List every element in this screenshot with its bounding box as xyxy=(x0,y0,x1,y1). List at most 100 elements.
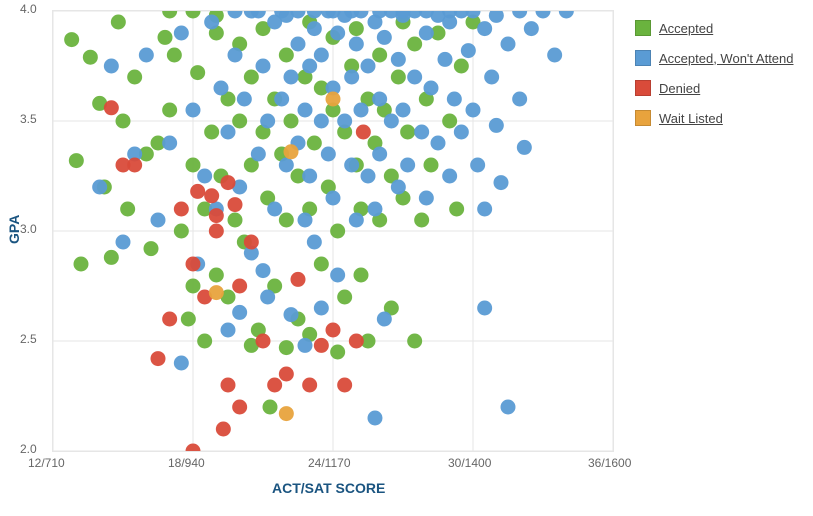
data-point[interactable] xyxy=(209,285,224,300)
data-point[interactable] xyxy=(274,92,289,107)
data-point[interactable] xyxy=(186,257,201,272)
data-point[interactable] xyxy=(447,92,462,107)
data-point[interactable] xyxy=(349,37,364,52)
data-point[interactable] xyxy=(449,202,464,217)
data-point[interactable] xyxy=(494,175,509,190)
data-point[interactable] xyxy=(251,147,266,162)
data-point[interactable] xyxy=(307,136,322,151)
data-point[interactable] xyxy=(256,59,271,74)
data-point[interactable] xyxy=(391,70,406,85)
data-point[interactable] xyxy=(167,48,182,63)
data-point[interactable] xyxy=(104,250,119,265)
data-point[interactable] xyxy=(354,268,369,283)
data-point[interactable] xyxy=(330,224,345,239)
data-point[interactable] xyxy=(127,70,142,85)
data-point[interactable] xyxy=(232,400,247,415)
data-point[interactable] xyxy=(190,184,205,199)
data-point[interactable] xyxy=(321,147,336,162)
data-point[interactable] xyxy=(349,213,364,228)
legend-item-accepted_na[interactable]: Accepted, Won't Attend xyxy=(635,50,794,66)
data-point[interactable] xyxy=(454,59,469,74)
data-point[interactable] xyxy=(372,48,387,63)
data-point[interactable] xyxy=(484,70,499,85)
data-point[interactable] xyxy=(120,202,135,217)
data-point[interactable] xyxy=(69,153,84,168)
data-point[interactable] xyxy=(407,37,422,52)
data-point[interactable] xyxy=(419,26,434,41)
data-point[interactable] xyxy=(279,406,294,421)
data-point[interactable] xyxy=(377,312,392,327)
legend-item-denied[interactable]: Denied xyxy=(635,80,794,96)
data-point[interactable] xyxy=(424,81,439,96)
data-point[interactable] xyxy=(461,43,476,58)
data-point[interactable] xyxy=(407,334,422,349)
data-point[interactable] xyxy=(174,26,189,41)
data-point[interactable] xyxy=(221,378,236,393)
data-point[interactable] xyxy=(419,191,434,206)
data-point[interactable] xyxy=(344,158,359,173)
data-point[interactable] xyxy=(314,338,329,353)
data-point[interactable] xyxy=(337,114,352,129)
data-point[interactable] xyxy=(559,10,574,19)
data-point[interactable] xyxy=(354,103,369,118)
data-point[interactable] xyxy=(204,125,219,140)
data-point[interactable] xyxy=(174,202,189,217)
data-point[interactable] xyxy=(489,10,504,23)
data-point[interactable] xyxy=(298,213,313,228)
data-point[interactable] xyxy=(302,59,317,74)
data-point[interactable] xyxy=(337,378,352,393)
data-point[interactable] xyxy=(214,81,229,96)
data-point[interactable] xyxy=(116,235,131,250)
data-point[interactable] xyxy=(186,279,201,294)
data-point[interactable] xyxy=(512,92,527,107)
data-point[interactable] xyxy=(92,180,107,195)
data-point[interactable] xyxy=(424,158,439,173)
data-point[interactable] xyxy=(356,125,371,140)
data-point[interactable] xyxy=(256,334,271,349)
data-point[interactable] xyxy=(536,10,551,19)
data-point[interactable] xyxy=(330,26,345,41)
data-point[interactable] xyxy=(407,70,422,85)
data-point[interactable] xyxy=(162,312,177,327)
data-point[interactable] xyxy=(314,48,329,63)
legend-item-waitlisted[interactable]: Wait Listed xyxy=(635,110,794,126)
data-point[interactable] xyxy=(326,323,341,338)
data-point[interactable] xyxy=(414,213,429,228)
data-point[interactable] xyxy=(279,48,294,63)
data-point[interactable] xyxy=(501,37,516,52)
data-point[interactable] xyxy=(330,345,345,360)
data-point[interactable] xyxy=(190,65,205,80)
data-point[interactable] xyxy=(162,10,177,19)
data-point[interactable] xyxy=(400,158,415,173)
data-point[interactable] xyxy=(204,15,219,30)
data-point[interactable] xyxy=(232,279,247,294)
data-point[interactable] xyxy=(349,21,364,36)
data-point[interactable] xyxy=(391,180,406,195)
data-point[interactable] xyxy=(111,15,126,30)
data-point[interactable] xyxy=(470,158,485,173)
data-point[interactable] xyxy=(260,290,275,305)
data-point[interactable] xyxy=(314,114,329,129)
data-point[interactable] xyxy=(330,268,345,283)
data-point[interactable] xyxy=(232,305,247,320)
data-point[interactable] xyxy=(186,444,201,453)
data-point[interactable] xyxy=(337,290,352,305)
data-point[interactable] xyxy=(186,103,201,118)
data-point[interactable] xyxy=(454,125,469,140)
data-point[interactable] xyxy=(186,10,201,19)
data-point[interactable] xyxy=(442,169,457,184)
data-point[interactable] xyxy=(228,213,243,228)
data-point[interactable] xyxy=(377,30,392,45)
data-point[interactable] xyxy=(298,338,313,353)
data-point[interactable] xyxy=(284,144,299,159)
data-point[interactable] xyxy=(263,400,278,415)
data-point[interactable] xyxy=(284,307,299,322)
data-point[interactable] xyxy=(151,213,166,228)
data-point[interactable] xyxy=(260,114,275,129)
data-point[interactable] xyxy=(368,411,383,426)
data-point[interactable] xyxy=(228,197,243,212)
legend-item-accepted[interactable]: Accepted xyxy=(635,20,794,36)
data-point[interactable] xyxy=(204,188,219,203)
data-point[interactable] xyxy=(279,340,294,355)
data-point[interactable] xyxy=(144,241,159,256)
